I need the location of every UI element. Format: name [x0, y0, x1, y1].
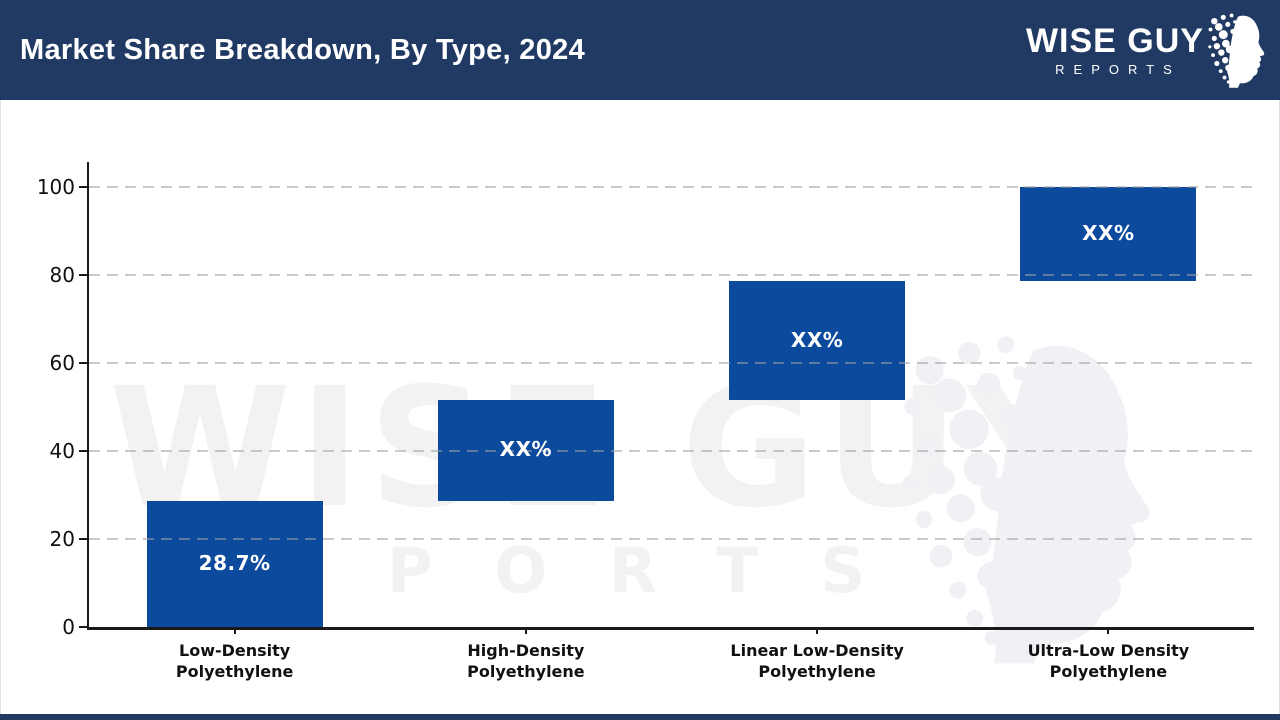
- chart-canvas: WISE GUY REPORTS 0 20 40 60 80 100 28.7% Low-De…: [0, 100, 1280, 714]
- x-category-label: High-Density Polyethylene: [467, 641, 585, 681]
- brand-name: WISE GUY: [1025, 22, 1204, 60]
- gridline: [89, 450, 1254, 452]
- x-tick-mark: [524, 627, 527, 634]
- gridline: [89, 538, 1254, 540]
- y-tick-mark: [79, 186, 88, 188]
- header: Market Share Breakdown, By Type, 2024 WI…: [0, 0, 1280, 100]
- y-tick-label: 40: [49, 439, 75, 463]
- y-tick-mark: [79, 362, 88, 364]
- bar-segment: [146, 500, 323, 627]
- y-tick-label: 20: [49, 527, 75, 551]
- brand-logo: WISE GUY REPORTS: [1026, 10, 1270, 90]
- x-category-label: Ultra-Low Density Polyethylene: [1027, 641, 1190, 681]
- bar-value-label: 28.7%: [198, 550, 271, 575]
- y-tick-mark: [79, 538, 88, 540]
- x-tick-mark: [816, 627, 819, 634]
- bar-value-label: XX%: [790, 327, 844, 352]
- y-tick-label: 80: [49, 263, 75, 287]
- gridline: [89, 274, 1254, 276]
- x-category-label: Low-Density Polyethylene: [175, 641, 294, 681]
- brand-subtitle: REPORTS: [1055, 62, 1181, 77]
- plot-area: 0 20 40 60 80 100 28.7% Low-Density Polyethylen…: [1, 100, 1280, 714]
- bar-value-label: XX%: [1082, 221, 1135, 246]
- x-tick-mark: [233, 627, 236, 634]
- gridline: [89, 186, 1254, 188]
- x-axis-line: [87, 627, 1254, 630]
- page-title: Market Share Breakdown, By Type, 2024: [20, 33, 586, 66]
- bar-segment: [729, 281, 906, 400]
- y-tick-label: 100: [36, 175, 75, 199]
- dotted-face-profile-icon: [1208, 13, 1265, 88]
- y-axis-line: [87, 162, 89, 629]
- y-tick-label: 60: [49, 351, 75, 375]
- footer-bar: [0, 714, 1280, 720]
- bar-segment: [1020, 187, 1197, 282]
- y-tick-mark: [79, 274, 88, 276]
- x-category-label: Linear Low-Density Polyethylene: [730, 641, 904, 681]
- gridline: [89, 362, 1254, 364]
- y-tick-label: 0: [62, 615, 75, 639]
- bar-value-label: XX%: [499, 437, 553, 462]
- y-tick-mark: [79, 626, 88, 628]
- brand-text: WISE GUY REPORTS: [1026, 24, 1204, 76]
- y-tick-mark: [79, 450, 88, 452]
- x-tick-mark: [1107, 627, 1110, 634]
